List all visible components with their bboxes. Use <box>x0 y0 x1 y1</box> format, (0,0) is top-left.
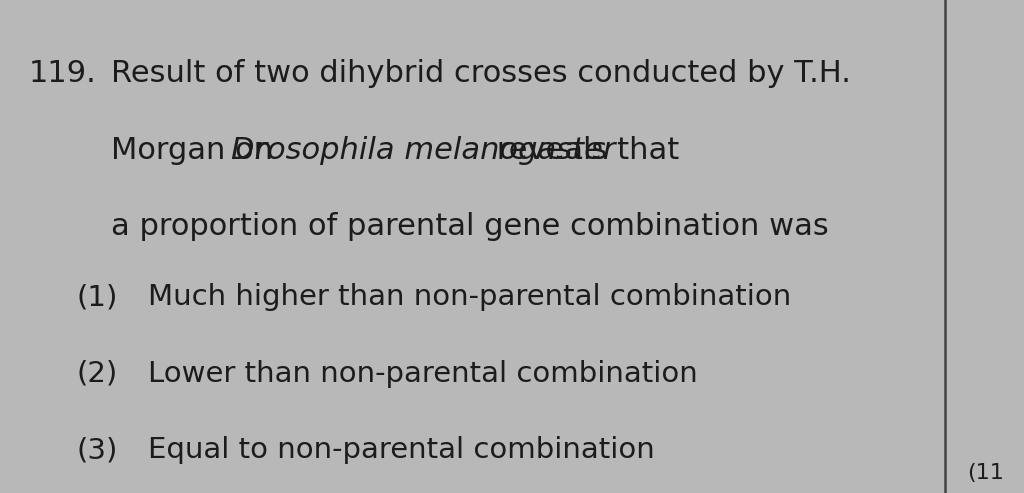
Text: Morgan on: Morgan on <box>111 136 283 165</box>
Text: (3): (3) <box>77 436 118 464</box>
Text: (2): (2) <box>77 360 118 388</box>
Text: Result of two dihybrid crosses conducted by T.H.: Result of two dihybrid crosses conducted… <box>111 59 851 88</box>
Text: Equal to non-parental combination: Equal to non-parental combination <box>148 436 655 464</box>
Text: reveals that: reveals that <box>487 136 679 165</box>
Text: (11: (11 <box>967 463 1004 483</box>
Text: 119.: 119. <box>29 59 96 88</box>
Text: Lower than non-parental combination: Lower than non-parental combination <box>148 360 698 388</box>
Text: Much higher than non-parental combination: Much higher than non-parental combinatio… <box>148 283 792 312</box>
Text: a proportion of parental gene combination was: a proportion of parental gene combinatio… <box>111 212 828 241</box>
Text: (1): (1) <box>77 283 118 312</box>
Text: Drosophila melanogaster: Drosophila melanogaster <box>231 136 615 165</box>
